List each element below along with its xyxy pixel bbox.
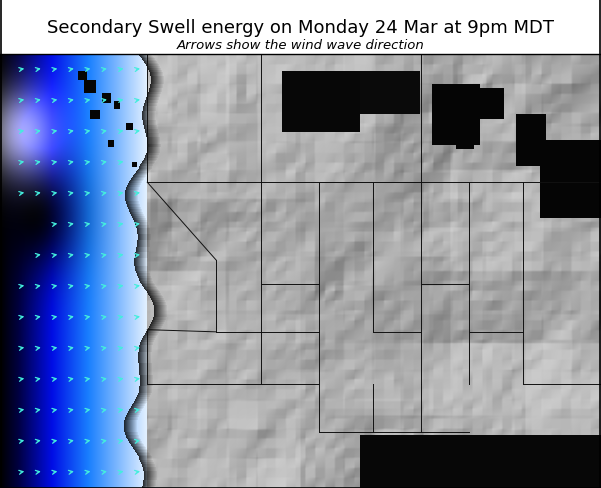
Text: Arrows show the wind wave direction: Arrows show the wind wave direction xyxy=(177,39,424,52)
Text: Secondary Swell energy on Monday 24 Mar at 9pm MDT: Secondary Swell energy on Monday 24 Mar … xyxy=(47,19,554,37)
